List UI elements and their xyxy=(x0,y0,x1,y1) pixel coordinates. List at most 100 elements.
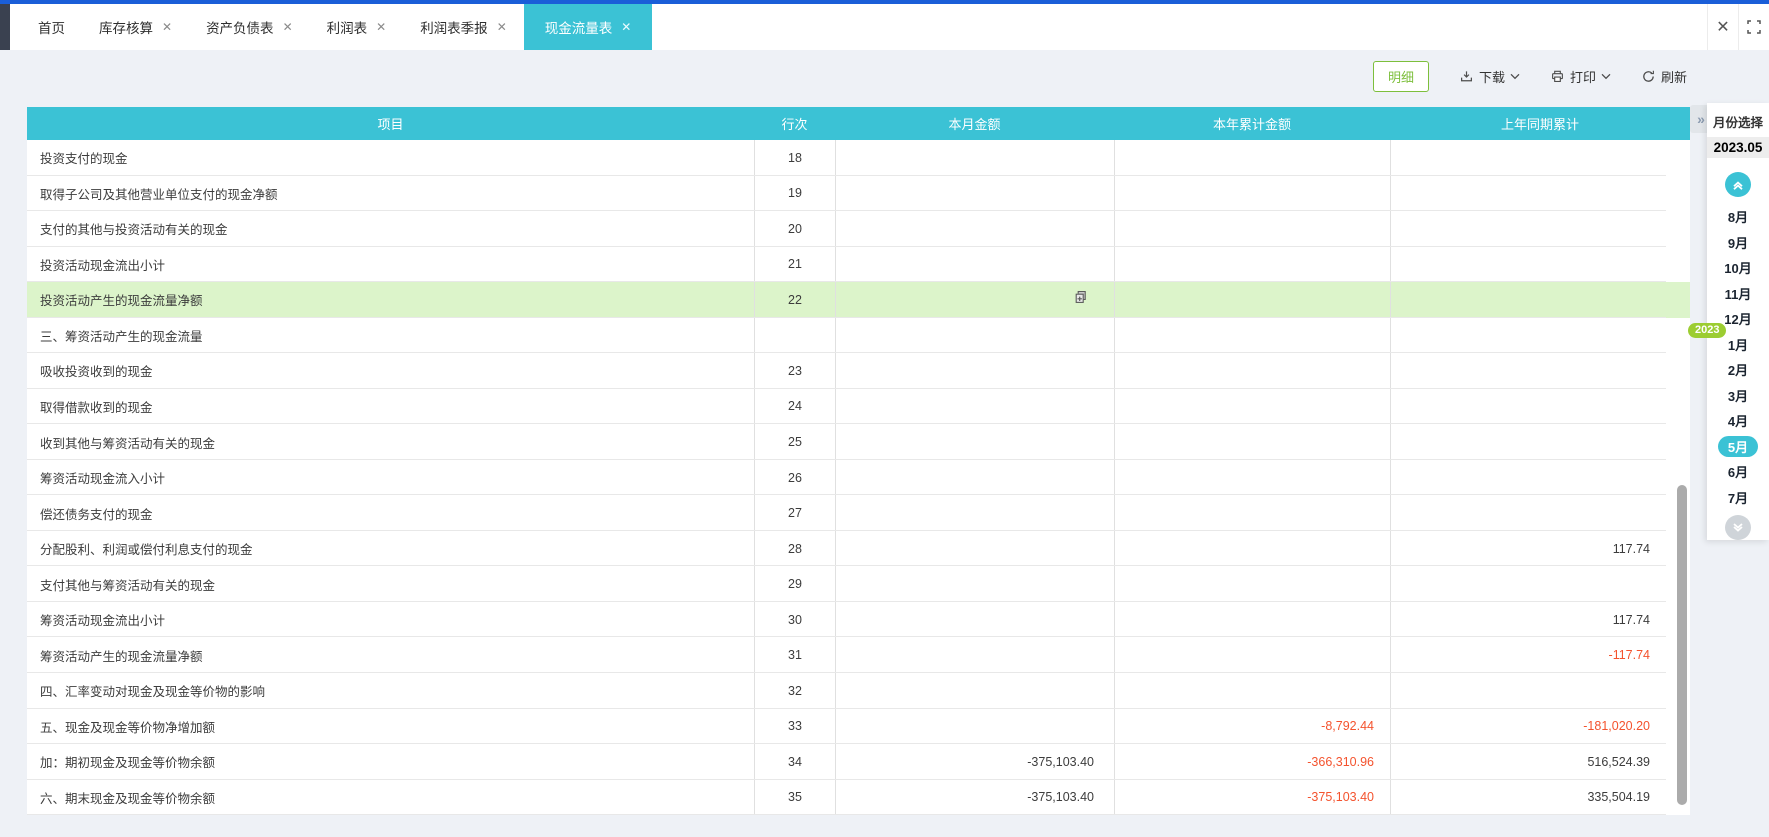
month-item-3月[interactable]: 3月 xyxy=(1707,383,1769,409)
table-row[interactable]: 六、期末现金及现金等价物余额 35 -375,103.40 -375,103.40 33… xyxy=(27,779,1690,816)
item-cell: 投资活动产生的现金流量净额 xyxy=(27,282,754,318)
table-row[interactable]: 取得子公司及其他营业单位支付的现金净额 19 xyxy=(27,175,1690,212)
table-row[interactable]: 分配股利、利润或偿付利息支付的现金 28 117.74 xyxy=(27,530,1690,567)
ytd-cell xyxy=(1114,672,1390,709)
line-no-cell-text: 29 xyxy=(788,577,802,592)
table-row[interactable]: 四、汇率变动对现金及现金等价物的影响 32 xyxy=(27,672,1690,709)
month-selector-panel: 月份选择 2023.05 8月 9月 10月 11月 12月 1月 2月 3月 4月 5月 6月 7月 xyxy=(1707,103,1769,540)
scroll-months-up-button[interactable] xyxy=(1725,172,1751,197)
tab-home[interactable]: 首页 xyxy=(21,4,82,50)
table-row[interactable]: 支付其他与筹资活动有关的现金 29 xyxy=(27,566,1690,602)
month-label: 2月 xyxy=(1727,363,1749,379)
line-no-cell: 24 xyxy=(754,388,835,425)
item-cell-text: 支付其他与筹资活动有关的现金 xyxy=(40,578,216,593)
table-row[interactable]: 加：期初现金及现金等价物余额 34 -375,103.40 -366,310.96 51… xyxy=(27,744,1690,780)
month-item-5月[interactable]: 5月 xyxy=(1707,434,1769,460)
ytd-cell xyxy=(1114,140,1390,176)
item-cell: 支付其他与筹资活动有关的现金 xyxy=(27,566,754,602)
table-row[interactable]: 偿还债务支付的现金 27 xyxy=(27,495,1690,531)
item-cell-text: 三、筹资活动产生的现金流量 xyxy=(40,329,203,344)
tab-report-4[interactable]: 利润表季报 ✕ xyxy=(403,4,524,50)
month-item-2月[interactable]: 2月 xyxy=(1707,357,1769,383)
item-cell-text: 支付的其他与投资活动有关的现金 xyxy=(40,223,228,238)
ytd-cell: -8,792.44 xyxy=(1114,708,1390,745)
tab-close-icon[interactable]: ✕ xyxy=(376,20,387,34)
current-month-cell xyxy=(835,424,1114,460)
prior-year-cell xyxy=(1390,672,1690,709)
detail-button[interactable]: 明细 xyxy=(1372,60,1429,92)
month-item-8月[interactable]: 8月 xyxy=(1707,204,1769,230)
current-month-cell xyxy=(835,282,1114,318)
table-row[interactable]: 投资支付的现金 18 xyxy=(27,140,1690,176)
line-no-cell-text: 34 xyxy=(788,754,802,769)
tab-close-icon[interactable]: ✕ xyxy=(496,20,507,34)
selected-month-pill[interactable]: 5月 xyxy=(1718,435,1758,457)
ytd-cell-text: -8,792.44 xyxy=(1321,719,1374,734)
close-icon[interactable]: ✕ xyxy=(1707,4,1738,50)
line-no-cell: 34 xyxy=(754,744,835,780)
item-cell-text: 四、汇率变动对现金及现金等价物的影响 xyxy=(40,685,266,700)
prior-year-cell xyxy=(1390,424,1690,460)
download-button[interactable]: 下载 xyxy=(1459,67,1520,86)
tab-close-icon[interactable]: ✕ xyxy=(282,20,293,34)
table-row[interactable]: 筹资活动现金流入小计 26 xyxy=(27,459,1690,496)
prior-year-cell-text: 117.74 xyxy=(1612,612,1650,627)
month-item-9月[interactable]: 9月 xyxy=(1707,230,1769,256)
tab-close-icon[interactable]: ✕ xyxy=(621,20,632,34)
fullscreen-icon[interactable] xyxy=(1738,4,1769,50)
month-item-11月[interactable]: 11月 xyxy=(1707,281,1769,307)
month-item-6月[interactable]: 6月 xyxy=(1707,459,1769,485)
month-item-10月[interactable]: 10月 xyxy=(1707,255,1769,281)
scroll-months-down-button[interactable] xyxy=(1725,515,1751,540)
month-item-1月[interactable]: 1月 xyxy=(1707,332,1769,358)
current-month-cell xyxy=(835,495,1114,531)
copy-document-icon[interactable] xyxy=(1074,290,1089,309)
tab-close-icon[interactable]: ✕ xyxy=(162,20,173,34)
ytd-cell-text: -375,103.40 xyxy=(1307,790,1374,805)
item-cell-text: 分配股利、利润或偿付利息支付的现金 xyxy=(40,543,253,558)
double-chevron-up-icon xyxy=(1733,180,1743,190)
column-header-item: 项目 xyxy=(377,117,404,132)
tab-report-3[interactable]: 利润表 ✕ xyxy=(310,4,404,50)
line-no-cell: 20 xyxy=(754,211,835,247)
print-button[interactable]: 打印 xyxy=(1550,67,1611,86)
line-no-cell: 28 xyxy=(754,530,835,567)
line-no-cell: 19 xyxy=(754,175,835,212)
table-row[interactable]: 三、筹资活动产生的现金流量 xyxy=(27,317,1690,354)
table-row[interactable]: 五、现金及现金等价物净增加额 33 -8,792.44 -181,020.20 xyxy=(27,708,1690,745)
table-row[interactable]: 吸收投资收到的现金 23 xyxy=(27,353,1690,389)
table-row[interactable]: 取得借款收到的现金 24 xyxy=(27,388,1690,425)
vertical-scrollbar-thumb[interactable] xyxy=(1677,485,1687,805)
table-row[interactable]: 支付的其他与投资活动有关的现金 20 xyxy=(27,211,1690,247)
table-row[interactable]: 筹资活动现金流出小计 30 117.74 xyxy=(27,601,1690,638)
item-cell: 加：期初现金及现金等价物余额 xyxy=(27,744,754,780)
prior-year-cell-text: 335,504.19 xyxy=(1587,790,1650,805)
month-item-4月[interactable]: 4月 xyxy=(1707,408,1769,434)
current-month-cell xyxy=(835,637,1114,673)
ytd-cell xyxy=(1114,353,1390,389)
table-row[interactable]: 收到其他与筹资活动有关的现金 25 xyxy=(27,424,1690,460)
line-no-cell: 29 xyxy=(754,566,835,602)
column-header-current-month: 本月金额 xyxy=(948,117,1001,132)
ytd-cell xyxy=(1114,566,1390,602)
item-cell-text: 投资活动产生的现金流量净额 xyxy=(40,294,203,309)
selected-period[interactable]: 2023.05 xyxy=(1707,137,1769,158)
table-row[interactable]: 投资活动现金流出小计 21 xyxy=(27,246,1690,283)
ytd-cell xyxy=(1114,637,1390,673)
item-cell: 三、筹资活动产生的现金流量 xyxy=(27,318,754,354)
refresh-button[interactable]: 刷新 xyxy=(1641,67,1687,86)
tab-label: 利润表季报 xyxy=(420,21,488,36)
table-row[interactable]: 筹资活动产生的现金流量净额 31 -117.74 xyxy=(27,637,1690,673)
month-item-12月[interactable]: 12月 xyxy=(1707,306,1769,332)
tab-label: 利润表 xyxy=(326,21,368,36)
prior-year-cell-text: -181,020.20 xyxy=(1583,719,1650,734)
panel-expander-chevrons-icon[interactable]: » xyxy=(1690,105,1712,133)
table-row[interactable]: 投资活动产生的现金流量净额 22 xyxy=(27,282,1690,318)
month-item-7月[interactable]: 7月 xyxy=(1707,485,1769,511)
current-month-cell: -375,103.40 xyxy=(835,744,1114,780)
tab-report-5[interactable]: 现金流量表 ✕ xyxy=(523,4,653,50)
prior-year-cell xyxy=(1390,175,1690,212)
tab-report-2[interactable]: 资产负债表 ✕ xyxy=(189,4,310,50)
tab-report-1[interactable]: 库存核算 ✕ xyxy=(82,4,189,50)
chevron-down-icon xyxy=(1601,73,1611,80)
